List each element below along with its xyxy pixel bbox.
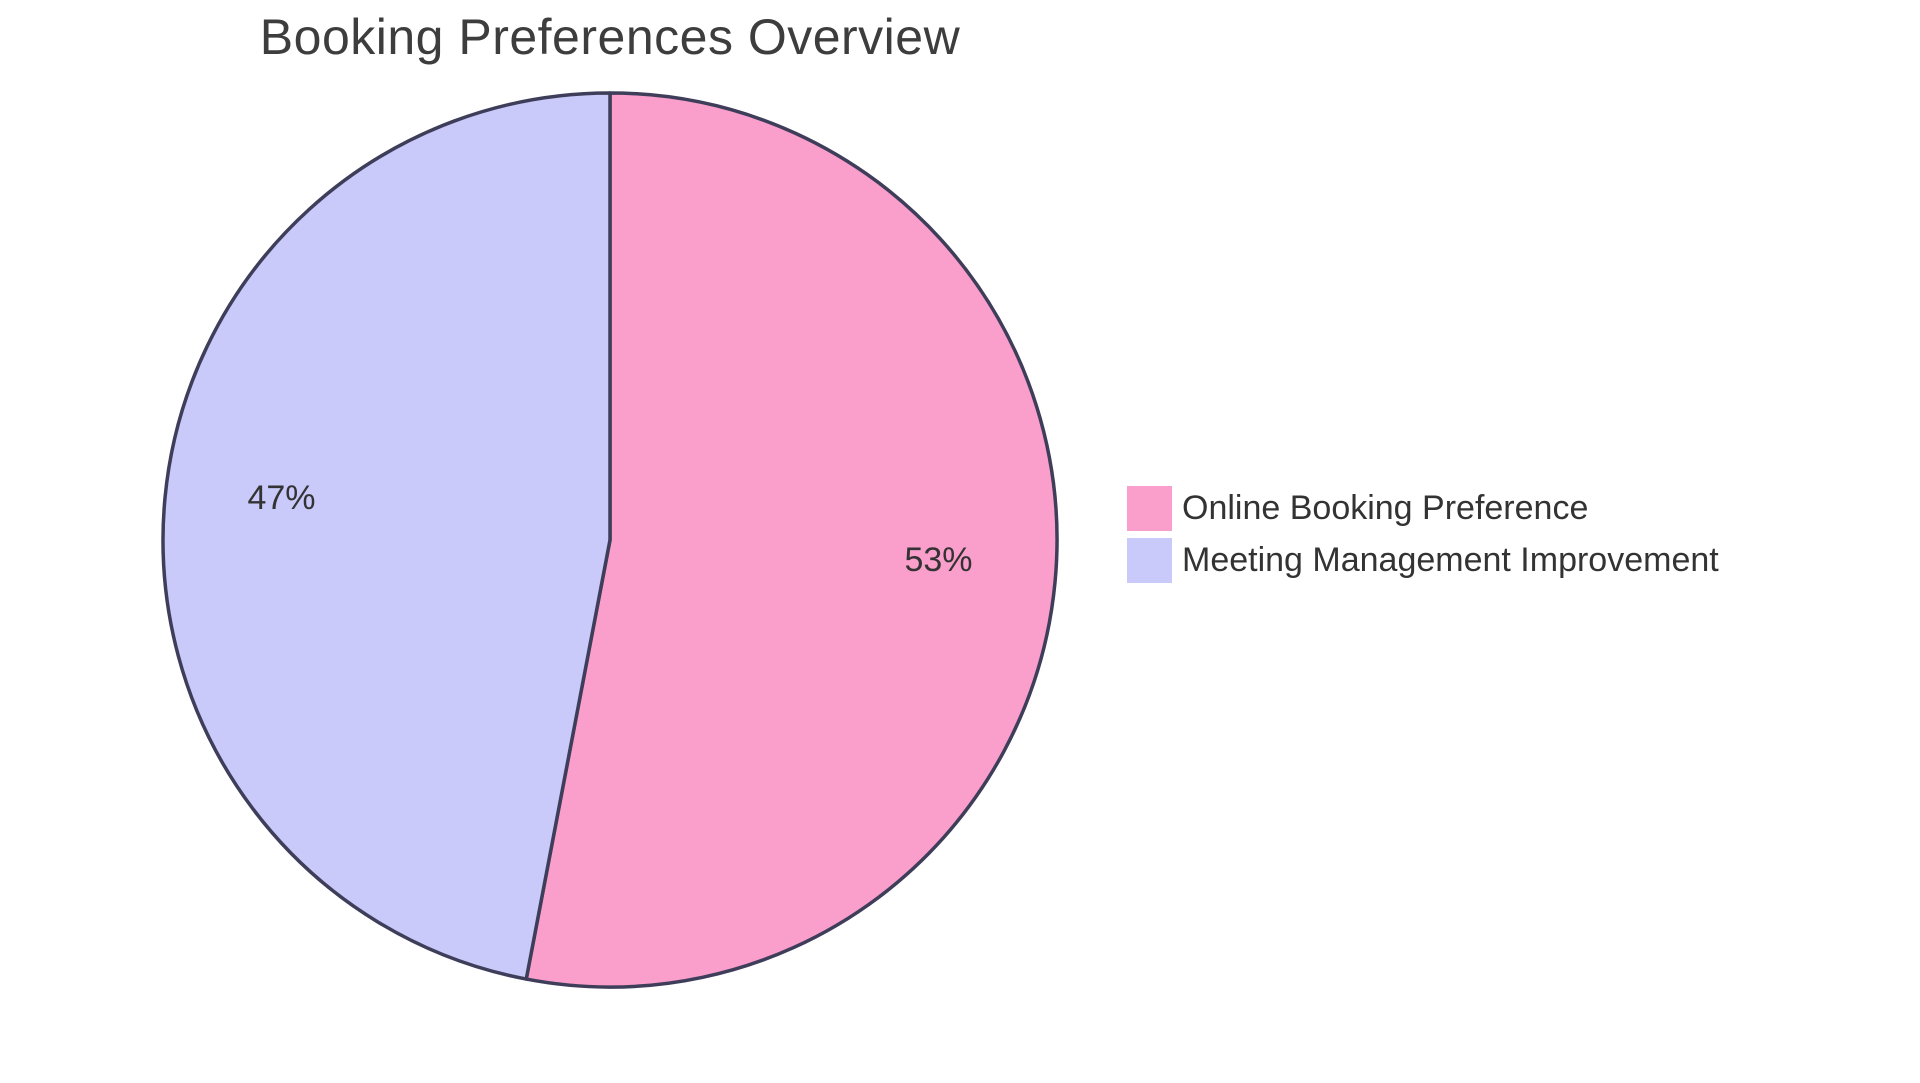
legend-swatch-icon — [1127, 486, 1172, 531]
pie-percent-label-1: 47% — [247, 479, 315, 517]
pie-slices — [161, 91, 1059, 989]
pie-slice-1 — [161, 91, 612, 981]
legend-item: Meeting Management Improvement — [1127, 538, 1719, 583]
legend-swatch-icon — [1127, 538, 1172, 583]
pie-slice-0 — [524, 91, 1059, 989]
legend-label: Meeting Management Improvement — [1182, 541, 1719, 579]
pie-slice-labels: 53% 47% — [247, 479, 972, 579]
legend-item: Online Booking Preference — [1127, 486, 1719, 531]
pie-percent-label-0: 53% — [904, 541, 972, 579]
legend: Online Booking Preference Meeting Managem… — [1127, 486, 1719, 583]
chart-title: Booking Preferences Overview — [259, 9, 961, 65]
legend-label: Online Booking Preference — [1182, 489, 1589, 527]
